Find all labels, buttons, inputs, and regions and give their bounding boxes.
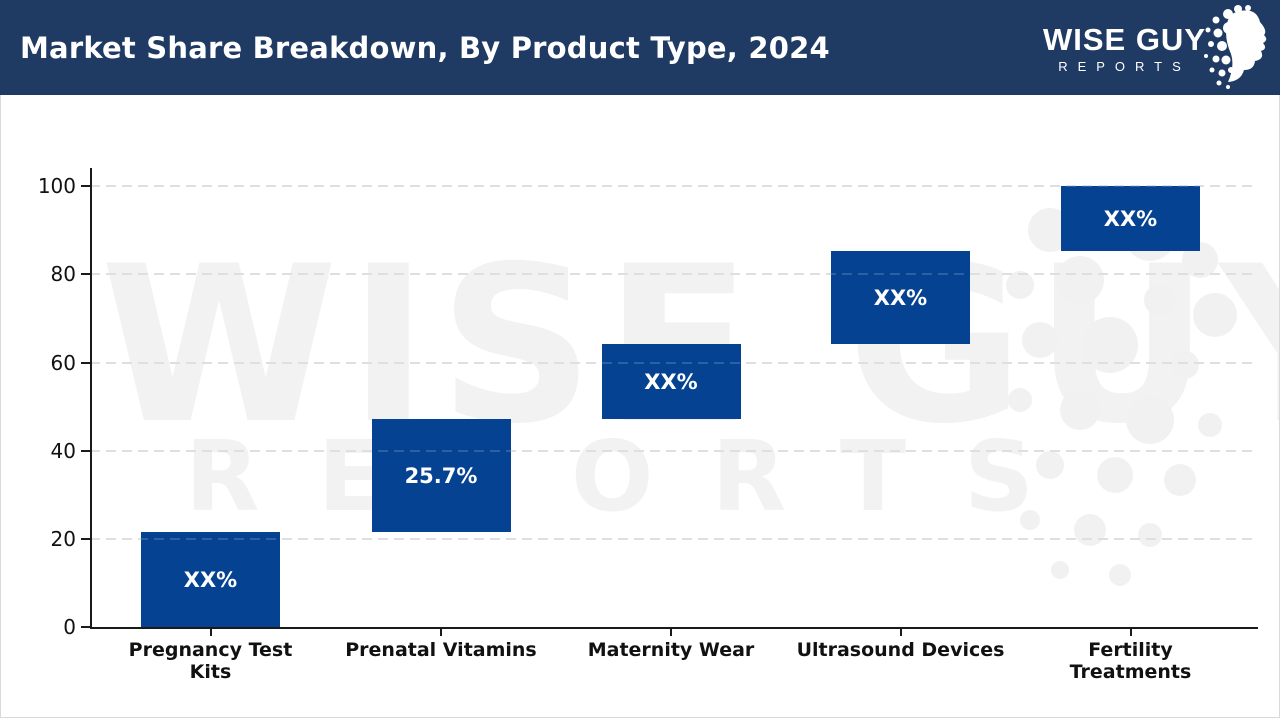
gridline-overlay — [90, 273, 1258, 276]
bar-value-label: XX% — [644, 369, 698, 394]
y-tick-mark — [81, 185, 90, 188]
y-tick-mark — [81, 626, 90, 628]
gridline — [90, 273, 1258, 276]
gridline — [90, 185, 1258, 188]
category-label: Pregnancy Test Kits — [128, 639, 293, 683]
y-tick-label: 60 — [50, 350, 76, 375]
y-tick-mark — [81, 273, 90, 276]
category-label: Fertility Treatments — [1069, 639, 1192, 683]
x-tick-mark — [899, 629, 902, 636]
gridline — [90, 537, 1258, 540]
category-label: Ultrasound Devices — [796, 639, 1005, 661]
y-tick-label: 80 — [50, 262, 76, 287]
x-tick-mark — [209, 629, 212, 636]
page-title: Market Share Breakdown, By Product Type,… — [20, 30, 830, 65]
category-label: Prenatal Vitamins — [345, 639, 537, 661]
waterfall-bar: 25.7% — [371, 418, 511, 533]
waterfall-bar: XX% — [831, 251, 970, 345]
y-tick-label: 40 — [50, 438, 76, 463]
gridline-overlay — [90, 537, 1258, 540]
y-tick-label: 0 — [63, 615, 76, 639]
x-tick-mark — [670, 629, 672, 636]
gridline-overlay — [90, 449, 1258, 452]
gridline — [90, 449, 1258, 452]
logo-text: WISE GUY REPORTS — [1043, 24, 1206, 74]
bottom-border-line — [0, 717, 1280, 718]
gridline-overlay — [90, 361, 1258, 364]
bar-value-label: 25.7% — [404, 463, 478, 488]
bar-value-label: XX% — [873, 285, 928, 310]
waterfall-bar: XX% — [1061, 186, 1200, 252]
logo-head-icon — [1204, 5, 1267, 89]
y-tick-mark — [81, 361, 90, 364]
left-border-line — [0, 95, 1, 718]
bar-value-label: XX% — [1103, 206, 1158, 231]
logo-reports-label: REPORTS — [1058, 59, 1191, 74]
plot-area: 0 20 40 60 80 100 XX% 25.7% XX% XX% XX% Pregnancy T… — [38, 168, 1258, 683]
x-tick-mark — [1129, 629, 1132, 636]
y-tick-mark — [81, 449, 90, 452]
header-bar: Market Share Breakdown, By Product Type,… — [0, 0, 1280, 95]
x-tick-mark — [440, 629, 442, 636]
y-tick-label: 20 — [50, 526, 76, 551]
y-axis-spine — [90, 168, 92, 629]
logo-wise-guy-label: WISE GUY — [1042, 22, 1206, 57]
bar-value-label: XX% — [183, 567, 238, 592]
wiseguy-logo: WISE GUY REPORTS — [1018, 4, 1268, 91]
watermark-reports: REPORTS — [185, 420, 1092, 533]
category-label: Maternity Wear — [587, 639, 755, 661]
waterfall-bar: XX% — [601, 344, 741, 419]
y-tick-label: 100 — [37, 174, 76, 199]
gridline-overlay — [90, 185, 1258, 188]
y-tick-mark — [81, 537, 90, 540]
x-axis-spine — [90, 627, 1258, 629]
waterfall-bar: XX% — [141, 532, 280, 627]
